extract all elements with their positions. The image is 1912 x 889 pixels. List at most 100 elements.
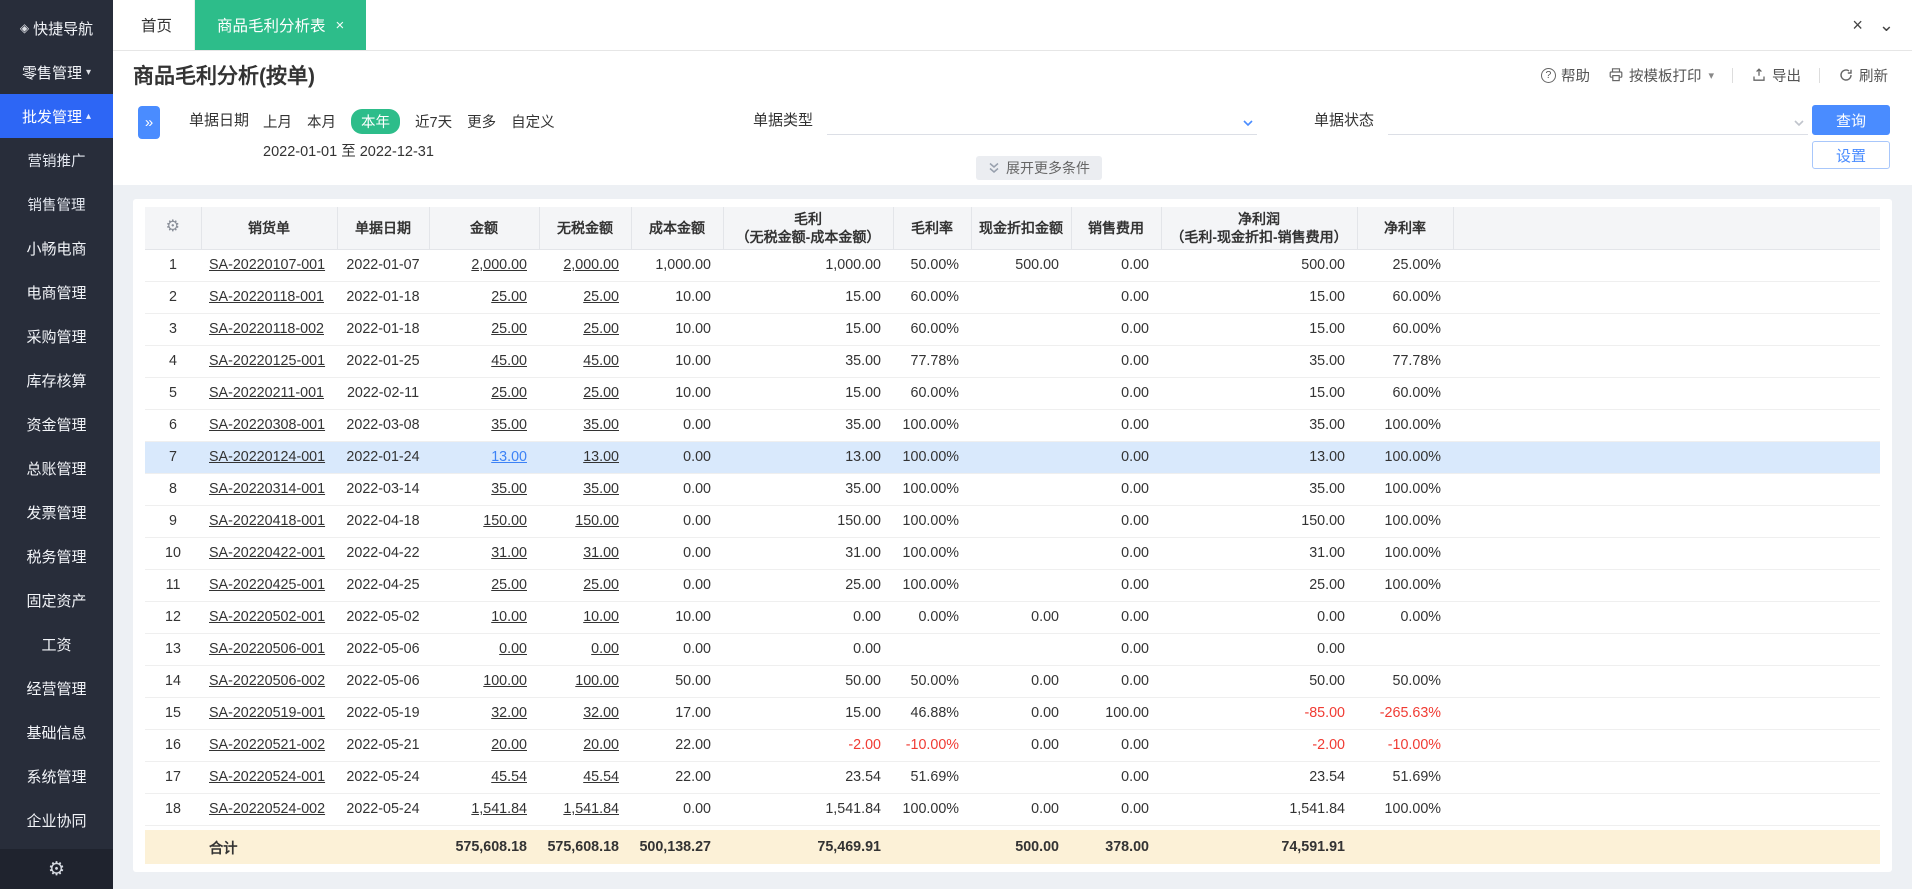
sidebar-item-invoice[interactable]: 发票管理 — [0, 490, 113, 534]
table-row[interactable]: 11 SA-20220425-001 2022-04-25 25.00 25.00 0.0… — [145, 569, 1880, 602]
amount-link[interactable]: 25.00 — [491, 577, 527, 593]
chevron-down-icon[interactable]: ⌄ — [1878, 15, 1894, 35]
amount-link[interactable]: 35.00 — [491, 481, 527, 497]
order-no-link[interactable]: SA-20220125-001 — [209, 353, 326, 369]
amount-link[interactable]: 45.54 — [491, 769, 527, 785]
table-row[interactable]: 4 SA-20220125-001 2022-01-25 45.00 45.00 10.0… — [145, 345, 1880, 378]
amount-link[interactable]: 25.00 — [491, 385, 527, 401]
table-row[interactable]: 18 SA-20220524-002 2022-05-24 1,541.84 1,541… — [145, 793, 1880, 826]
col-header-tax-free-amount[interactable]: 无税金额 — [539, 207, 632, 250]
export-button[interactable]: 导出 — [1751, 65, 1801, 86]
col-header-amount[interactable]: 金额 — [429, 207, 540, 250]
table-row[interactable]: 3 SA-20220118-002 2022-01-18 25.00 25.00 10.0… — [145, 313, 1880, 346]
amount-link[interactable]: 10.00 — [491, 609, 527, 625]
sidebar-item-marketing-promo[interactable]: 营销推广 — [0, 138, 113, 182]
order-no-link[interactable]: SA-20220107-001 — [209, 257, 326, 273]
date-option-this-year[interactable]: 本年 — [351, 108, 401, 134]
amount-link[interactable]: 20.00 — [491, 737, 527, 753]
tab-home[interactable]: 首页 — [119, 0, 196, 50]
amount-link[interactable]: 150.00 — [483, 513, 527, 529]
amount-link[interactable]: 45.00 — [491, 353, 527, 369]
col-header-cash-discount[interactable]: 现金折扣金额 — [971, 207, 1072, 250]
col-header-gross-profit[interactable]: 毛利 （无税金额-成本金额） — [723, 207, 894, 250]
amount-link[interactable]: 25.00 — [491, 321, 527, 337]
sidebar-item-general-ledger[interactable]: 总账管理 — [0, 446, 113, 490]
order-no-link[interactable]: SA-20220502-001 — [209, 609, 326, 625]
doc-type-select[interactable] — [827, 109, 1258, 135]
sidebar-item-operations[interactable]: 经营管理 — [0, 666, 113, 710]
doc-status-select[interactable] — [1388, 109, 1809, 135]
order-no-link[interactable]: SA-20220524-001 — [209, 769, 326, 785]
table-row[interactable]: 5 SA-20220211-001 2022-02-11 25.00 25.00 10.0… — [145, 377, 1880, 410]
order-no-link[interactable]: SA-20220314-001 — [209, 481, 326, 497]
table-row[interactable]: 16 SA-20220521-002 2022-05-21 20.00 20.00 22.… — [145, 729, 1880, 762]
table-row[interactable]: 15 SA-20220519-001 2022-05-19 32.00 32.00 17.… — [145, 697, 1880, 730]
table-row[interactable]: 10 SA-20220422-001 2022-04-22 31.00 31.00 0.0… — [145, 537, 1880, 570]
table-row[interactable]: 2 SA-20220118-001 2022-01-18 25.00 25.00 10.0… — [145, 281, 1880, 314]
date-option-this-month[interactable]: 本月 — [307, 114, 337, 131]
order-no-link[interactable]: SA-20220308-001 — [209, 417, 326, 433]
tax-free-amount-link[interactable]: 2,000.00 — [563, 257, 619, 273]
tax-free-amount-link[interactable]: 150.00 — [575, 513, 619, 529]
amount-link[interactable]: 13.00 — [491, 449, 527, 465]
tax-free-amount-link[interactable]: 45.00 — [583, 353, 619, 369]
tax-free-amount-link[interactable]: 25.00 — [583, 321, 619, 337]
tax-free-amount-link[interactable]: 20.00 — [583, 737, 619, 753]
print-template-button[interactable]: 按模板打印 ▾ — [1608, 65, 1714, 86]
amount-link[interactable]: 100.00 — [483, 673, 527, 689]
tax-free-amount-link[interactable]: 35.00 — [583, 417, 619, 433]
table-row[interactable]: 7 SA-20220124-001 2022-01-24 13.00 13.00 0.00… — [145, 441, 1880, 474]
col-header-doc-date[interactable]: 单据日期 — [337, 207, 430, 250]
order-no-link[interactable]: SA-20220118-001 — [209, 289, 324, 305]
sidebar-item-ecommerce[interactable]: 电商管理 — [0, 270, 113, 314]
tax-free-amount-link[interactable]: 32.00 — [583, 705, 619, 721]
order-no-link[interactable]: SA-20220422-001 — [209, 545, 326, 561]
table-row[interactable]: 12 SA-20220502-001 2022-05-02 10.00 10.00 10.… — [145, 601, 1880, 634]
col-header-gross-margin[interactable]: 毛利率 — [893, 207, 972, 250]
amount-link[interactable]: 2,000.00 — [471, 257, 527, 273]
tax-free-amount-link[interactable]: 1,541.84 — [563, 801, 619, 817]
sidebar-item-fixed-assets[interactable]: 固定资产 — [0, 578, 113, 622]
sidebar-item-tax[interactable]: 税务管理 — [0, 534, 113, 578]
order-no-link[interactable]: SA-20220506-002 — [209, 673, 326, 689]
amount-link[interactable]: 1,541.84 — [471, 801, 527, 817]
col-header-order-no[interactable]: 销货单 — [201, 207, 338, 250]
col-header-net-profit[interactable]: 净利润 （毛利-现金折扣-销售费用） — [1161, 207, 1358, 250]
sidebar-item-basic-info[interactable]: 基础信息 — [0, 710, 113, 754]
close-icon[interactable]: × — [1852, 15, 1863, 35]
sidebar-item-funds[interactable]: 资金管理 — [0, 402, 113, 446]
order-no-link[interactable]: SA-20220211-001 — [209, 385, 324, 401]
amount-link[interactable]: 31.00 — [491, 545, 527, 561]
order-no-link[interactable]: SA-20220519-001 — [209, 705, 326, 721]
column-settings-gear-icon[interactable]: ⚙ — [165, 218, 180, 236]
sidebar-item-quick-nav[interactable]: ◈ 快捷导航 — [0, 6, 113, 50]
amount-link[interactable]: 0.00 — [499, 641, 527, 657]
col-header-net-margin[interactable]: 净利率 — [1357, 207, 1454, 250]
sidebar-item-retail[interactable]: 零售管理 ▾ — [0, 50, 113, 94]
table-row[interactable]: 8 SA-20220314-001 2022-03-14 35.00 35.00 0.00… — [145, 473, 1880, 506]
search-button[interactable]: 查询 — [1812, 105, 1890, 135]
expand-more-button[interactable]: 展开更多条件 — [976, 156, 1102, 180]
tax-free-amount-link[interactable]: 31.00 — [583, 545, 619, 561]
tax-free-amount-link[interactable]: 13.00 — [583, 449, 619, 465]
order-no-link[interactable]: SA-20220425-001 — [209, 577, 326, 593]
col-header-cost-amount[interactable]: 成本金额 — [631, 207, 724, 250]
table-row[interactable]: 13 SA-20220506-001 2022-05-06 0.00 0.00 0.00 0… — [145, 633, 1880, 666]
sidebar-item-wholesale[interactable]: 批发管理 ▴ — [0, 94, 113, 138]
collapse-filter-button[interactable]: » — [138, 106, 160, 139]
sidebar-item-inventory-accounting[interactable]: 库存核算 — [0, 358, 113, 402]
amount-link[interactable]: 35.00 — [491, 417, 527, 433]
order-no-link[interactable]: SA-20220118-002 — [209, 321, 324, 337]
tax-free-amount-link[interactable]: 25.00 — [583, 289, 619, 305]
tab-gross-profit-report[interactable]: 商品毛利分析表 × — [195, 0, 367, 50]
date-option-last-7-days[interactable]: 近7天 — [415, 114, 453, 131]
date-option-last-month[interactable]: 上月 — [263, 114, 293, 131]
settings-button[interactable]: 设置 — [1812, 141, 1890, 169]
amount-link[interactable]: 25.00 — [491, 289, 527, 305]
table-row[interactable]: 17 SA-20220524-001 2022-05-24 45.54 45.54 22.… — [145, 761, 1880, 794]
tax-free-amount-link[interactable]: 0.00 — [591, 641, 619, 657]
tax-free-amount-link[interactable]: 100.00 — [575, 673, 619, 689]
date-range-value[interactable]: 2022-01-01 至 2022-12-31 — [263, 144, 434, 160]
order-no-link[interactable]: SA-20220524-002 — [209, 801, 326, 817]
order-no-link[interactable]: SA-20220124-001 — [209, 449, 326, 465]
